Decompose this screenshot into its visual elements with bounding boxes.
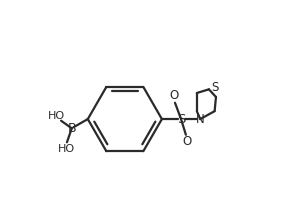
Text: B: B [67, 122, 76, 135]
Text: S: S [211, 81, 218, 94]
Text: S: S [177, 113, 185, 126]
Text: O: O [169, 89, 178, 102]
Text: N: N [196, 113, 205, 126]
Text: HO: HO [48, 111, 65, 121]
Text: O: O [182, 135, 191, 148]
Text: HO: HO [58, 144, 75, 154]
